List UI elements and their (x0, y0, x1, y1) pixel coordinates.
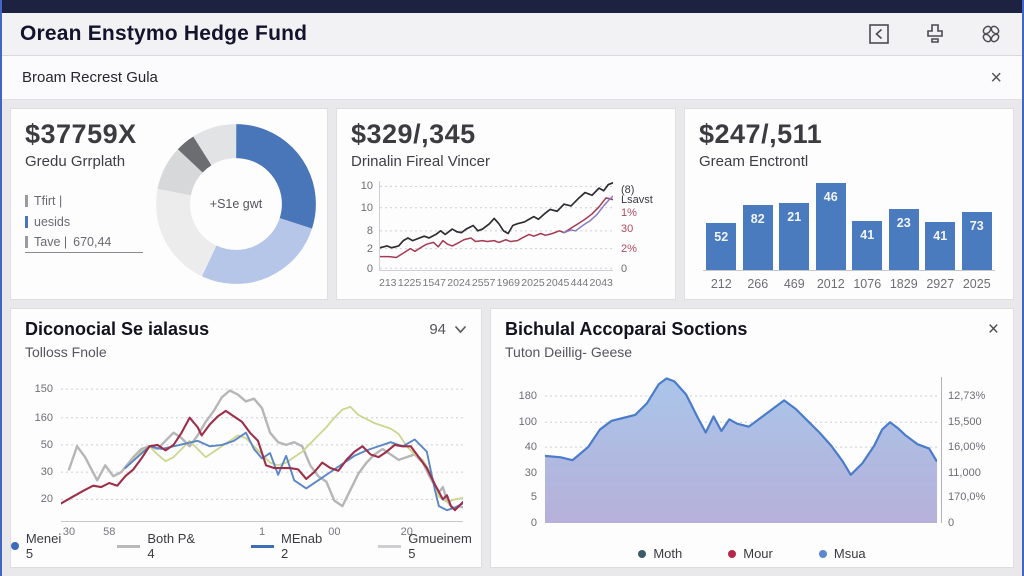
bars-subtitle: Gream Enctrontl (699, 153, 809, 170)
legend-label: Mour (743, 546, 773, 561)
legend-marker (25, 215, 28, 228)
legend-value: 670,44 (73, 235, 112, 249)
banner-close-icon[interactable]: × (990, 66, 1002, 89)
page-title: Orean Enstymo Hedge Fund (20, 22, 308, 45)
legend-item: Both P& 4 (116, 531, 205, 561)
header-toolbar (866, 21, 1004, 47)
chevron-down-icon (454, 325, 467, 334)
legend-label: uesids (34, 214, 71, 229)
panel-header: Diconocial Se ialasus 94 (25, 319, 467, 340)
legend-label: Tfirt | (34, 193, 63, 208)
legend-label: Gmueinem 5 (408, 531, 472, 561)
chart-legend: Moth Mour Msua (491, 546, 1013, 561)
card-performance: $329/,345 Drinalin Fireal Vincer 10 10 8 2 0… (336, 108, 676, 300)
card-allocation: $37759X Gredu Grrplath Tfirt | uesids Ta… (10, 108, 328, 300)
allocation-value: $37759X (25, 119, 137, 149)
app-header: Orean Enstymo Hedge Fund (2, 13, 1022, 56)
panel-row: Diconocial Se ialasus 94 Tolloss Fnole 1… (10, 308, 1014, 568)
right-axis-labels: 12,73% 15,500 16,00% 11,000 170,0% 0 (941, 377, 999, 529)
panel-subtitle: Tolloss Fnole (25, 344, 107, 360)
legend-item: uesids (25, 211, 313, 232)
donut-chart: +S1e gwt (153, 121, 319, 287)
card-bars: $247/,511 Gream Enctrontl 52 82 21 46 41 23 41… (684, 108, 1014, 300)
dropdown-value: 94 (429, 321, 446, 338)
legend-dot (11, 542, 19, 550)
close-icon[interactable]: × (987, 319, 999, 340)
area-chart: 180 100 40 30 5 0 12,73% 15,500 16,00% 11,000 170… (505, 375, 999, 537)
allocation-legend: Tfirt | uesids Tave | 670,44 (25, 190, 313, 253)
panel-diconocial: Diconocial Se ialasus 94 Tolloss Fnole 1… (10, 308, 482, 568)
panel-title: Bichulal Accoparai Soctions (505, 319, 748, 339)
legend-item: Tave | 670,44 (25, 232, 143, 253)
notification-banner: Broam Recrest Gula × (2, 56, 1022, 100)
right-axis-labels: (8) Lsavst 1% 30 2% 0 (621, 184, 653, 276)
expand-icon[interactable] (978, 21, 1004, 47)
legend-dot (638, 549, 647, 558)
period-dropdown[interactable]: 94 (429, 321, 467, 338)
print-icon[interactable] (922, 21, 948, 47)
line-chart: 150 160 50 30 20 30 58 1 00 20 (25, 375, 467, 538)
y-axis-labels: 150 160 50 30 20 (34, 383, 53, 506)
legend-marker (25, 194, 28, 207)
legend-line (377, 544, 402, 548)
back-icon[interactable] (866, 21, 892, 47)
y-axis-labels: 180 100 40 30 5 0 (518, 389, 537, 529)
dashboard-body: $37759X Gredu Grrplath Tfirt | uesids Ta… (2, 100, 1022, 576)
legend-dot (818, 549, 827, 558)
legend-item: MEnab 2 (250, 531, 332, 561)
panel-title: Diconocial Se ialasus (25, 319, 210, 339)
legend-item: Msua (818, 546, 866, 561)
panel-bichulal: Bichulal Accoparai Soctions × Tuton Deil… (490, 308, 1014, 568)
allocation-subtitle: Gredu Grrplath (25, 153, 126, 170)
performance-value: $329/,345 (351, 119, 476, 149)
legend-dot (728, 549, 737, 558)
x-axis-labels: 30 58 1 00 20 (61, 521, 463, 538)
legend-item: Tfirt | (25, 190, 313, 211)
performance-subtitle: Drinalin Fireal Vincer (351, 153, 490, 170)
legend-label: Tave | (34, 235, 68, 249)
kpi-row: $37759X Gredu Grrplath Tfirt | uesids Ta… (10, 108, 1014, 300)
chart-legend: Menei 5 Both P& 4 MEnab 2 Gmueinem 5 (11, 531, 481, 561)
banner-text: Broam Recrest Gula (22, 69, 158, 86)
legend-label: Msua (833, 546, 866, 561)
donut-center-label: +S1e gwt (209, 197, 263, 211)
legend-line (116, 544, 141, 548)
legend-label: Menei 5 (25, 531, 62, 561)
performance-chart: 10 10 8 2 0 (8) Lsavst 1% 30 2% 0 213 1225 1547 2024… (351, 177, 661, 291)
y-axis-labels: 10 10 8 2 0 (360, 180, 373, 276)
legend-item: Moth (638, 546, 682, 561)
panel-header: Bichulal Accoparai Soctions × (505, 319, 999, 340)
legend-label: Moth (653, 546, 683, 561)
panel-subtitle: Tuton Deillig- Geese (505, 344, 633, 360)
bars-value: $247/,511 (699, 119, 823, 149)
legend-item: Gmueinem 5 (377, 531, 481, 561)
legend-line (250, 544, 274, 548)
legend-item: Mour (728, 546, 773, 561)
legend-label: MEnab 2 (281, 531, 323, 561)
legend-label: Both P& 4 (147, 531, 196, 561)
x-axis-labels: 213 1225 1547 2024 2557 1969 2025 2045 444 2043 (379, 277, 613, 289)
window-top-strip (2, 0, 1022, 13)
bar-chart: 52 82 21 46 41 23 41 73 212 266 469 2012 1076 1829 292… (699, 179, 999, 293)
legend-marker (25, 236, 28, 248)
legend-item: Menei 5 (11, 531, 71, 561)
